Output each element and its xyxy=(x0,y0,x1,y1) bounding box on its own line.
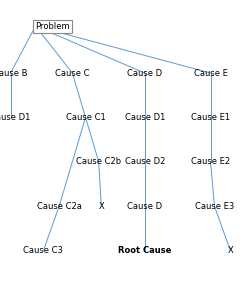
Text: Cause E2: Cause E2 xyxy=(191,157,230,166)
Text: Cause E: Cause E xyxy=(194,68,228,77)
Text: Cause D1: Cause D1 xyxy=(0,113,31,122)
Text: Root Cause: Root Cause xyxy=(118,246,172,255)
Text: X: X xyxy=(98,202,104,211)
Text: X: X xyxy=(228,246,233,255)
Text: Cause E3: Cause E3 xyxy=(195,202,234,211)
Text: Cause E1: Cause E1 xyxy=(191,113,230,122)
Text: Problem: Problem xyxy=(36,22,70,31)
Text: Cause C1: Cause C1 xyxy=(66,113,106,122)
Text: Cause C2b: Cause C2b xyxy=(76,157,121,166)
Text: Cause C: Cause C xyxy=(55,68,90,77)
Text: Cause D2: Cause D2 xyxy=(124,157,165,166)
Text: Cause D: Cause D xyxy=(127,202,162,211)
Text: Cause B: Cause B xyxy=(0,68,28,77)
Text: Cause D: Cause D xyxy=(127,68,162,77)
Text: Cause D1: Cause D1 xyxy=(124,113,165,122)
Text: Cause C2a: Cause C2a xyxy=(37,202,82,211)
Text: Cause C3: Cause C3 xyxy=(24,246,63,255)
